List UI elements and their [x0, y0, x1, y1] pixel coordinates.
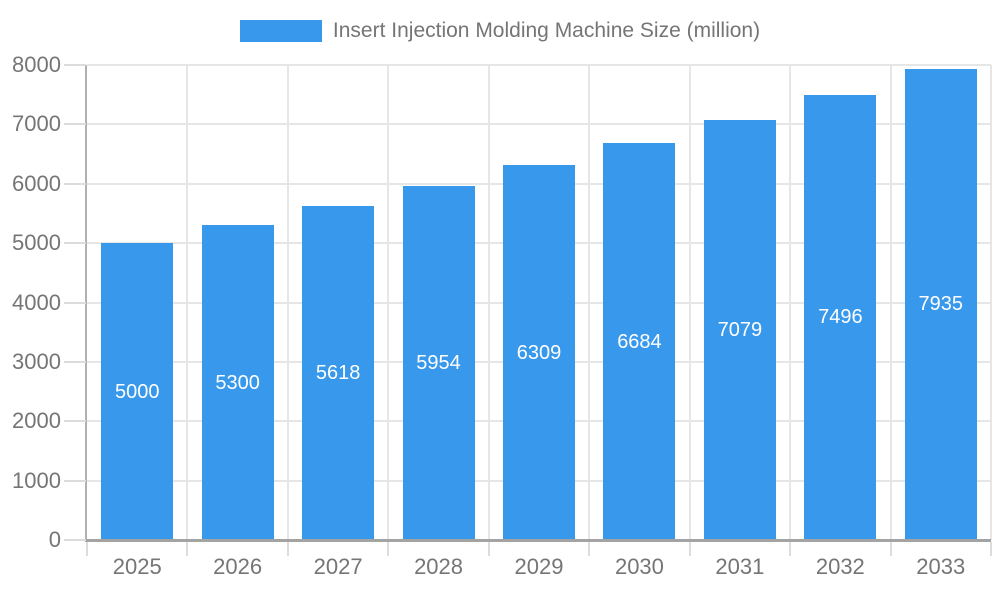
x-tick-7	[789, 542, 792, 556]
plot-area: 5000 5300 5618 5954 6309 6684 7079 7496 7935	[87, 64, 992, 540]
bar-2031: 7079	[703, 119, 776, 540]
y-axis-label-1000: 1000	[12, 467, 61, 493]
bar-value-label-2028: 5954	[416, 352, 461, 375]
bar-value-label-2032: 7496	[818, 306, 863, 329]
x-gridline-5	[588, 65, 591, 540]
bar-2033: 7935	[904, 68, 977, 540]
x-tick-4	[487, 542, 490, 556]
y-tick-1000	[64, 479, 86, 482]
y-gridline-7000	[87, 123, 991, 126]
bar-value-label-2029: 6309	[516, 341, 562, 364]
y-axis-label-0: 0	[48, 527, 61, 552]
x-gridline-9	[990, 65, 992, 540]
x-tick-2	[286, 542, 289, 556]
legend-label: Insert Injection Molding Machine Size (m…	[332, 19, 761, 42]
x-gridline-3	[387, 65, 390, 540]
bar-2030: 6684	[603, 143, 676, 540]
x-axis-label-2031: 2031	[715, 554, 765, 579]
y-axis-label-8000: 8000	[12, 52, 61, 77]
x-gridline-1	[186, 65, 189, 540]
y-gridline-8000	[87, 64, 991, 66]
legend-swatch	[239, 20, 322, 42]
x-tick-6	[688, 542, 691, 556]
bar-2027: 5618	[302, 206, 375, 540]
x-axis-label-2027: 2027	[313, 554, 363, 579]
y-axis-label-2000: 2000	[12, 408, 61, 434]
x-axis-label-2033: 2033	[916, 554, 966, 579]
y-tick-8000	[64, 64, 86, 66]
bar-2029: 6309	[503, 165, 575, 540]
bar-2032: 7496	[804, 94, 877, 540]
x-gridline-6	[688, 65, 691, 540]
y-axis-line	[85, 65, 87, 540]
y-axis-label-4000: 4000	[12, 289, 61, 315]
x-axis-label-2032: 2032	[815, 554, 865, 579]
y-tick-5000	[64, 242, 86, 245]
bar-2026: 5300	[201, 225, 274, 540]
bar-value-label-2027: 5618	[315, 362, 361, 385]
bar-value-label-2033: 7935	[918, 293, 964, 316]
y-tick-6000	[64, 182, 86, 185]
bar-2025: 5000	[101, 243, 174, 540]
x-tick-1	[186, 542, 189, 556]
x-axis-line	[85, 539, 991, 542]
x-gridline-7	[789, 65, 792, 540]
bar-value-label-2031: 7079	[717, 318, 763, 341]
x-tick-5	[588, 542, 591, 556]
bar-value-label-2030: 6684	[617, 330, 662, 353]
y-axis-label-7000: 7000	[12, 111, 61, 137]
y-tick-2000	[64, 420, 86, 423]
x-gridline-2	[286, 65, 289, 540]
y-axis-label-6000: 6000	[12, 170, 61, 196]
y-axis-label-5000: 5000	[12, 230, 61, 256]
x-axis-label-2026: 2026	[213, 554, 263, 579]
x-tick-8	[889, 542, 892, 556]
x-axis-label-2030: 2030	[614, 554, 664, 579]
x-axis-label-2029: 2029	[514, 554, 564, 579]
x-tick-3	[387, 542, 390, 556]
legend-item[interactable]: Insert Injection Molding Machine Size (m…	[0, 19, 1000, 43]
y-tick-4000	[64, 301, 86, 304]
y-tick-7000	[64, 123, 86, 126]
x-gridline-8	[889, 65, 892, 540]
bar-value-label-2026: 5300	[215, 371, 260, 394]
y-tick-3000	[64, 360, 86, 363]
x-gridline-4	[487, 65, 490, 540]
bar-value-label-2025: 5000	[114, 380, 160, 403]
x-axis-label-2025: 2025	[112, 554, 162, 579]
bar-2028: 5954	[402, 186, 475, 540]
y-axis-label-3000: 3000	[12, 348, 61, 374]
x-axis-label-2028: 2028	[414, 554, 464, 579]
x-tick-0	[86, 542, 88, 556]
y-tick-0	[64, 539, 86, 541]
x-tick-9	[990, 542, 992, 556]
